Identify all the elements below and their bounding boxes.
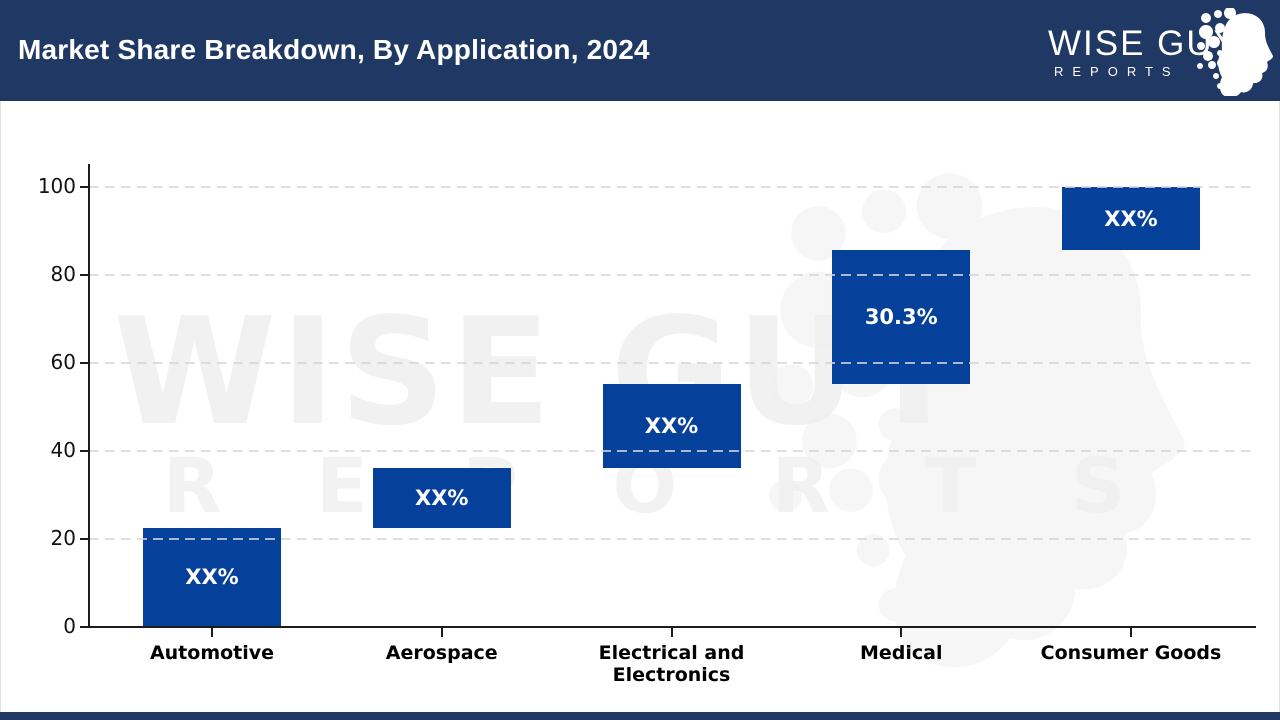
x-tick-mark [1130, 628, 1132, 637]
x-tick-mark [211, 628, 213, 637]
x-tick-mark [900, 628, 903, 637]
category-label: Consumer Goods [1040, 642, 1222, 664]
bar-value-label: XX% [415, 485, 469, 510]
y-tick-label: 60 [50, 349, 76, 374]
x-axis-spine [88, 626, 1256, 628]
chart-area: WISE GUY R E P O R T S 0 20 40 60 80 100 XX% Au… [0, 101, 1280, 712]
bar-consumer-goods: XX% [1062, 186, 1200, 251]
header: Market Share Breakdown, By Application, … [0, 0, 1280, 101]
bar-value-label: 30.3% [864, 305, 938, 330]
category-label: Medical [859, 642, 943, 664]
y-tick-mark [80, 185, 89, 188]
y-tick-label: 80 [50, 261, 76, 286]
bar-electrical-and-electronics: XX% [602, 383, 741, 468]
y-tick-label: 40 [50, 437, 76, 462]
y-tick-mark [80, 537, 89, 540]
category-label: Automotive [149, 642, 275, 664]
footer-bar [0, 712, 1280, 720]
wise-guy-face-icon [1197, 8, 1273, 96]
y-tick-label: 0 [63, 614, 76, 638]
brand-subname: REPORTS [1054, 64, 1180, 79]
category-label: Aerospace [385, 642, 498, 664]
x-tick-mark [440, 628, 443, 637]
bar-value-label: XX% [185, 565, 239, 590]
category-label: Electrical and Electronics [598, 642, 745, 686]
y-tick-mark [80, 626, 89, 628]
page-title: Market Share Breakdown, By Application, … [18, 34, 650, 65]
brand-logo: WISE GUY REPORTS [1020, 6, 1273, 96]
bar-automotive: XX% [143, 527, 281, 627]
y-tick-label: 20 [50, 525, 76, 550]
y-tick-mark [80, 361, 89, 364]
bar-value-label: XX% [1104, 206, 1158, 231]
y-axis-spine [88, 164, 90, 628]
bar-aerospace: XX% [372, 468, 511, 528]
y-tick-mark [80, 273, 89, 276]
bar-medical: 30.3% [832, 250, 971, 384]
y-tick-label: 100 [37, 173, 76, 198]
y-tick-mark [80, 449, 89, 452]
bar-value-label: XX% [644, 413, 699, 438]
x-tick-mark [670, 628, 673, 637]
